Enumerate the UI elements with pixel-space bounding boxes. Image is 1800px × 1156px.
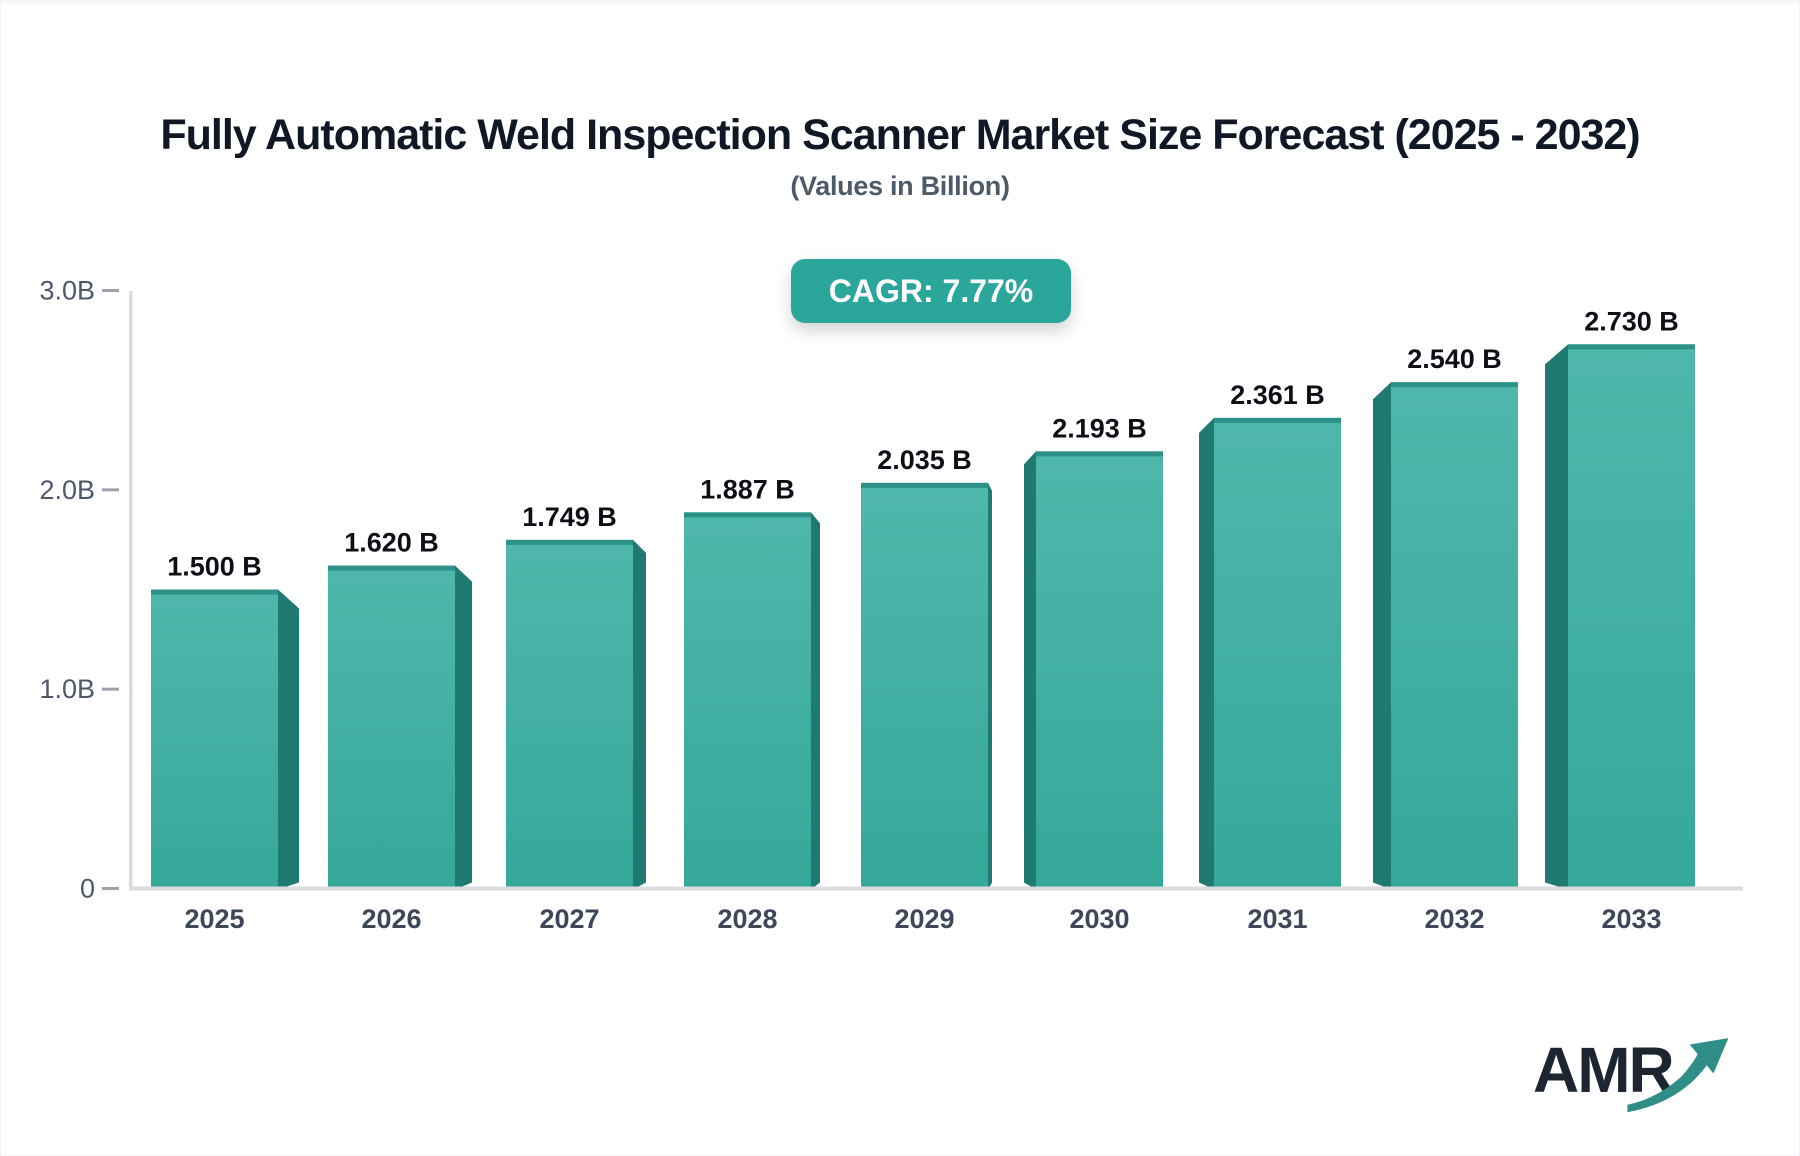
- bar-value-label: 2.035 B: [877, 445, 972, 475]
- bar-value-label: 2.361 B: [1230, 380, 1325, 410]
- x-axis-label: 2031: [1247, 904, 1307, 934]
- bar-top-edge: [1214, 417, 1341, 423]
- bar: [506, 539, 633, 891]
- page-top-edge: [1, 1, 1799, 4]
- bar-side-face: [1024, 451, 1036, 890]
- x-axis-label: 2026: [361, 904, 421, 934]
- bar-side-face: [633, 539, 646, 890]
- bar-side-face: [988, 482, 992, 890]
- bar: [684, 512, 811, 891]
- chart-subtitle: (Values in Billion): [790, 171, 1010, 201]
- bar-value-label: 1.749 B: [522, 502, 617, 532]
- bar-group-2027: 1.749 B 2027: [506, 502, 646, 934]
- bar-side-face: [1373, 382, 1391, 890]
- y-axis-tick: [102, 687, 119, 691]
- bar-side-face: [1545, 344, 1568, 890]
- y-axis-tick-label: 2.0B: [39, 475, 95, 505]
- bar: [328, 565, 455, 891]
- bar-value-label: 2.193 B: [1052, 413, 1147, 443]
- bar: [1036, 451, 1163, 891]
- bar-value-label: 1.620 B: [344, 528, 439, 558]
- cagr-badge: CAGR: 7.77%: [791, 259, 1071, 323]
- bar-group-2030: 2.193 B 2030: [1024, 413, 1163, 934]
- bar-group-2025: 1.500 B 2025: [151, 552, 299, 934]
- bar-top-edge: [684, 512, 811, 518]
- y-axis-tick: [102, 887, 119, 890]
- bar-group-2028: 1.887 B 2028: [684, 474, 820, 934]
- y-axis-tick-label: 3.0B: [39, 276, 95, 306]
- amr-logo: AMR: [1533, 1033, 1799, 1129]
- bar-value-label: 2.730 B: [1584, 306, 1679, 336]
- x-axis-label: 2030: [1069, 904, 1129, 934]
- y-axis-tick: [102, 488, 119, 492]
- bar-top-edge: [861, 482, 988, 488]
- y-axis-line: [129, 291, 133, 891]
- bar-group-2032: 2.540 B 2032: [1373, 344, 1518, 934]
- bar-value-label: 1.500 B: [167, 552, 262, 582]
- bar-top-edge: [328, 565, 455, 571]
- y-axis-tick-label: 1.0B: [39, 674, 95, 704]
- bar-side-face: [278, 589, 299, 890]
- bar-value-label: 2.540 B: [1407, 344, 1502, 374]
- amr-logo-text: AMR: [1533, 1034, 1675, 1106]
- bar-top-edge: [506, 539, 633, 545]
- bar: [1214, 417, 1341, 891]
- x-axis-label: 2027: [539, 904, 599, 934]
- y-axis-tick-label: 0: [80, 874, 95, 904]
- y-axis-tick: [102, 289, 119, 293]
- bar: [1568, 344, 1695, 891]
- bar-side-face: [1199, 417, 1214, 890]
- x-axis-label: 2028: [717, 904, 777, 934]
- bar-top-edge: [1391, 382, 1518, 388]
- x-axis-label: 2029: [894, 904, 954, 934]
- bar-top-edge: [1568, 344, 1695, 350]
- bar-top-edge: [151, 589, 278, 595]
- trend-up-arrow-icon: [1627, 1038, 1729, 1113]
- bar-group-2033: 2.730 B 2033: [1545, 306, 1695, 934]
- trend-arrow-swoosh: [1627, 1050, 1712, 1113]
- bar-top-edge: [1036, 451, 1163, 457]
- bar-side-face: [455, 565, 472, 890]
- chart-title: Fully Automatic Weld Inspection Scanner …: [160, 111, 1640, 159]
- trend-arrow-head: [1689, 1038, 1729, 1074]
- bar-group-2029: 2.035 B 2029: [861, 445, 992, 934]
- bar: [861, 482, 988, 891]
- x-axis-label: 2032: [1424, 904, 1484, 934]
- x-axis-line: [129, 886, 1743, 891]
- bar-side-face: [811, 512, 820, 890]
- x-axis-label: 2033: [1601, 904, 1661, 934]
- x-axis-label: 2025: [184, 904, 244, 934]
- bar: [151, 589, 278, 891]
- bar-group-2026: 1.620 B 2026: [328, 528, 472, 934]
- bar-value-label: 1.887 B: [700, 474, 795, 504]
- bar: [1391, 382, 1518, 891]
- bar-group-2031: 2.361 B 2031: [1199, 380, 1341, 934]
